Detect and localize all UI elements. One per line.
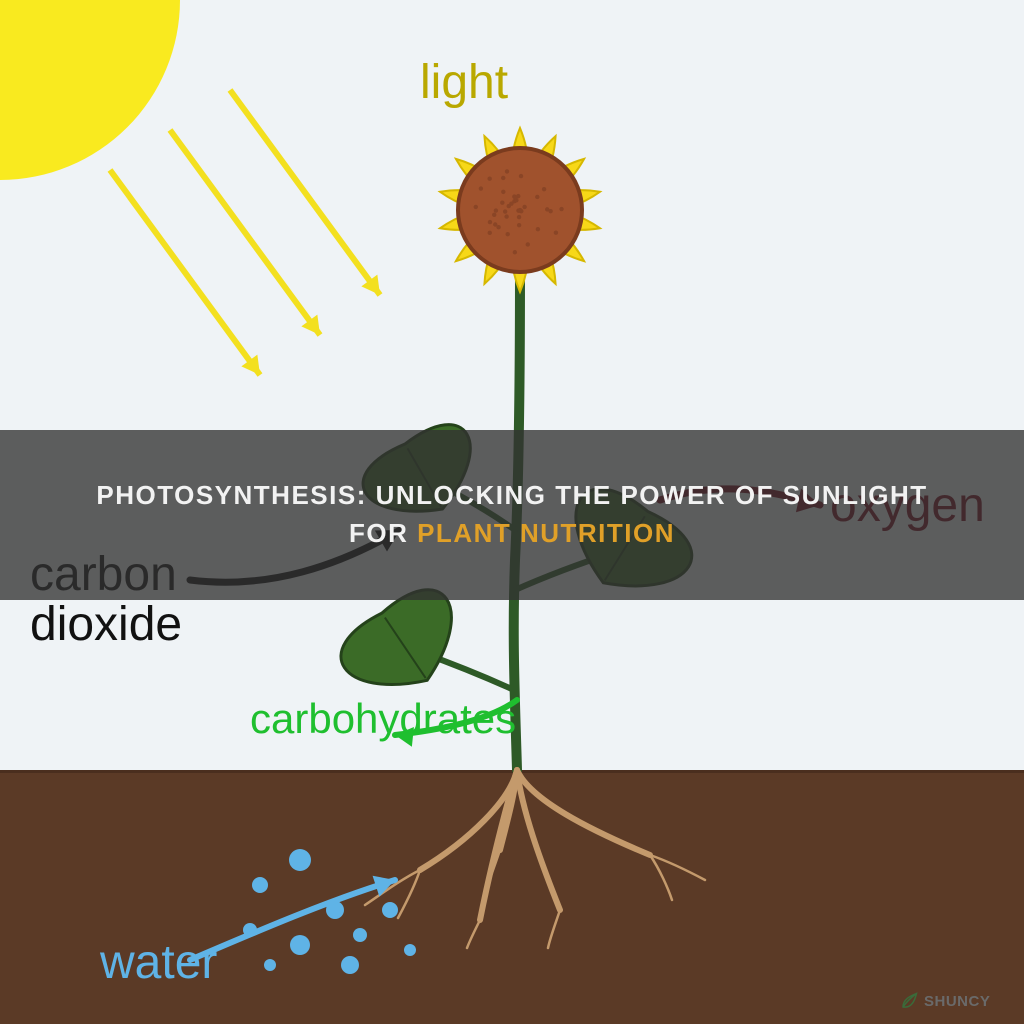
label-water: water bbox=[100, 935, 217, 990]
brand-text: SHUNCY bbox=[924, 993, 990, 1010]
label-carbohydrates: carbohydrates bbox=[250, 695, 516, 743]
title-overlay: PHOTOSYNTHESIS: UNLOCKING THE POWER OF S… bbox=[0, 430, 1024, 600]
brand-leaf-icon bbox=[900, 992, 918, 1010]
title-line2-accent: PLANT NUTRITION bbox=[417, 518, 675, 548]
title-text: PHOTOSYNTHESIS: UNLOCKING THE POWER OF S… bbox=[96, 477, 927, 552]
label-light: light bbox=[420, 55, 508, 110]
diagram-canvas: light oxygen carbon dioxide carbohydrate… bbox=[0, 0, 1024, 1024]
title-line2-plain: FOR bbox=[349, 518, 417, 548]
title-line1: PHOTOSYNTHESIS: UNLOCKING THE POWER OF S… bbox=[96, 480, 927, 510]
brand-badge: SHUNCY bbox=[900, 992, 990, 1010]
